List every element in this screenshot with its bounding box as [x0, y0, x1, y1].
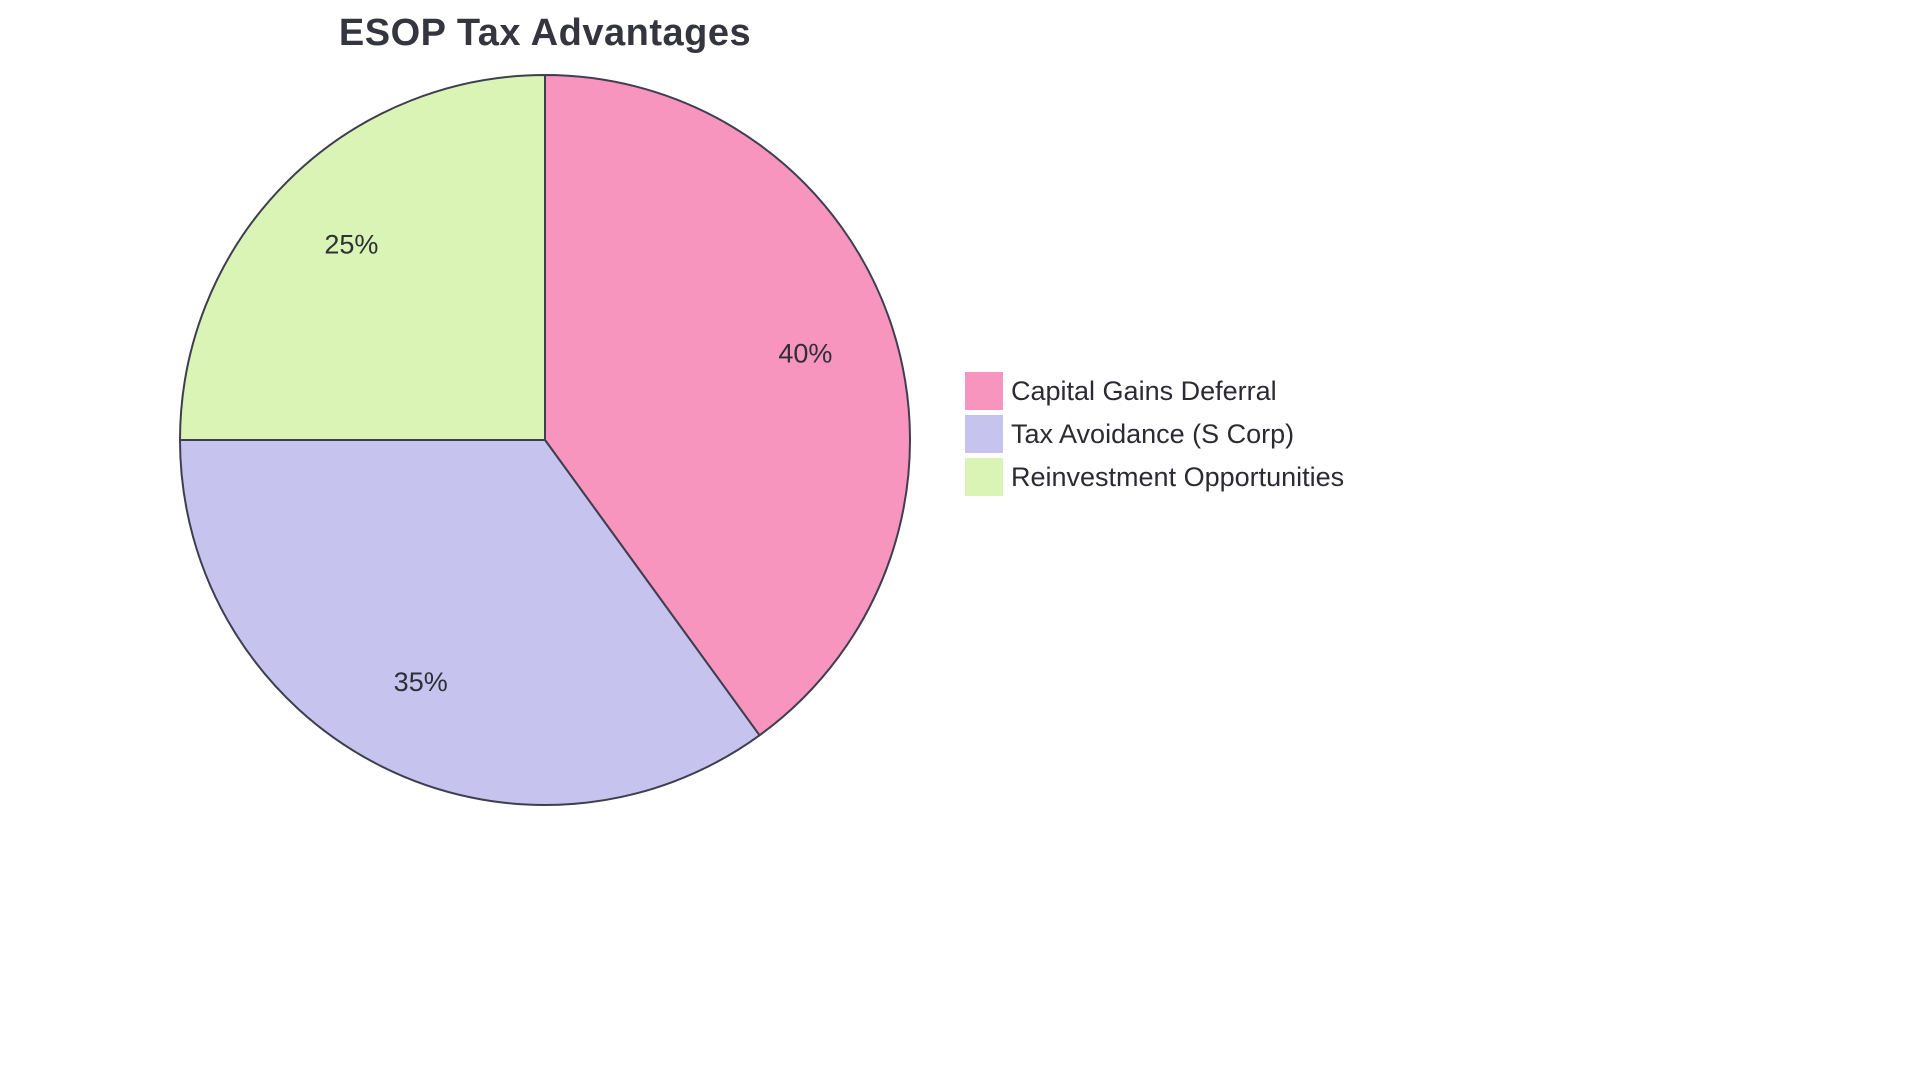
legend: Capital Gains Deferral Tax Avoidance (S … — [965, 372, 1344, 496]
pie-slice-2 — [179, 74, 546, 441]
legend-item: Reinvestment Opportunities — [965, 458, 1344, 496]
legend-swatch — [965, 372, 1003, 410]
legend-item: Capital Gains Deferral — [965, 372, 1344, 410]
legend-swatch — [965, 415, 1003, 453]
legend-item: Tax Avoidance (S Corp) — [965, 415, 1344, 453]
pie-slice-1 — [179, 439, 761, 806]
legend-swatch — [965, 458, 1003, 496]
slice-percent-label: 25% — [324, 230, 378, 260]
legend-label: Tax Avoidance (S Corp) — [1011, 418, 1295, 449]
legend-label: Reinvestment Opportunities — [1011, 461, 1345, 492]
slice-percent-label: 35% — [394, 667, 448, 697]
legend-label: Capital Gains Deferral — [1011, 375, 1277, 406]
chart-title: ESOP Tax Advantages — [338, 12, 752, 54]
pie-slice-0 — [544, 74, 911, 737]
slice-percent-label: 40% — [778, 339, 832, 369]
